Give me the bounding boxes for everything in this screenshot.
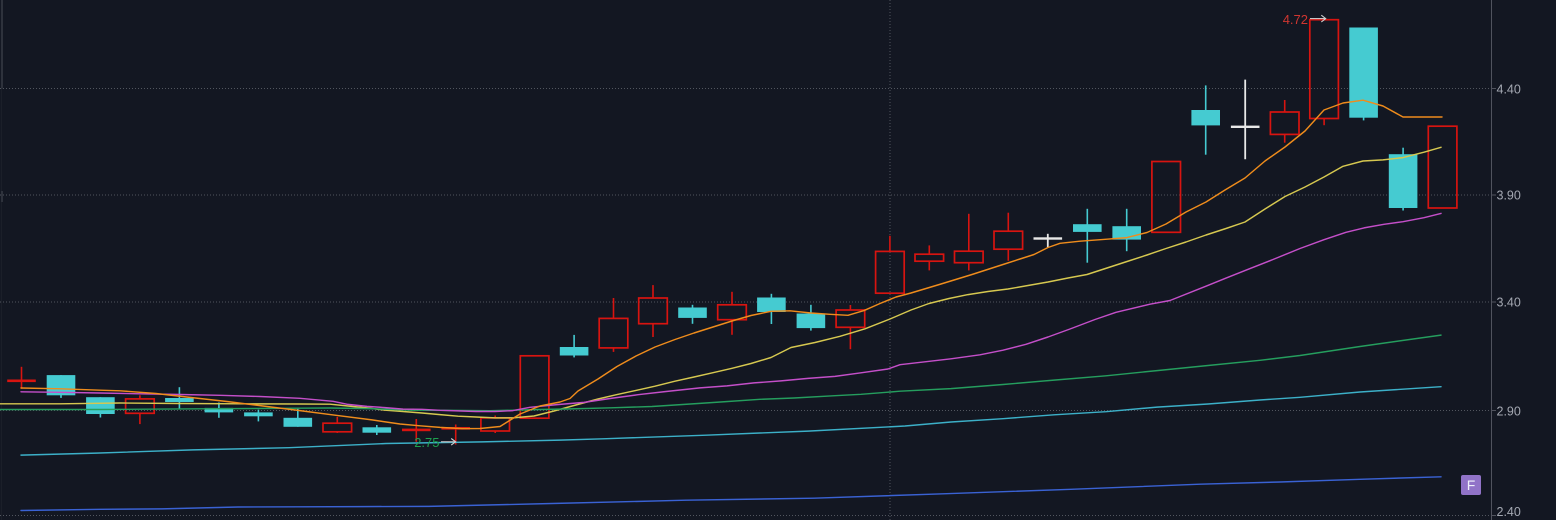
svg-text:3.90: 3.90 bbox=[1497, 189, 1521, 203]
svg-text:4.40: 4.40 bbox=[1497, 83, 1521, 97]
svg-text:2.90: 2.90 bbox=[1497, 405, 1521, 419]
svg-text:2.75: 2.75 bbox=[414, 435, 439, 450]
svg-text:2.40: 2.40 bbox=[1497, 505, 1521, 519]
svg-text:3.40: 3.40 bbox=[1497, 296, 1521, 310]
svg-text:4.72: 4.72 bbox=[1283, 12, 1308, 27]
svg-text:F: F bbox=[1467, 477, 1476, 493]
